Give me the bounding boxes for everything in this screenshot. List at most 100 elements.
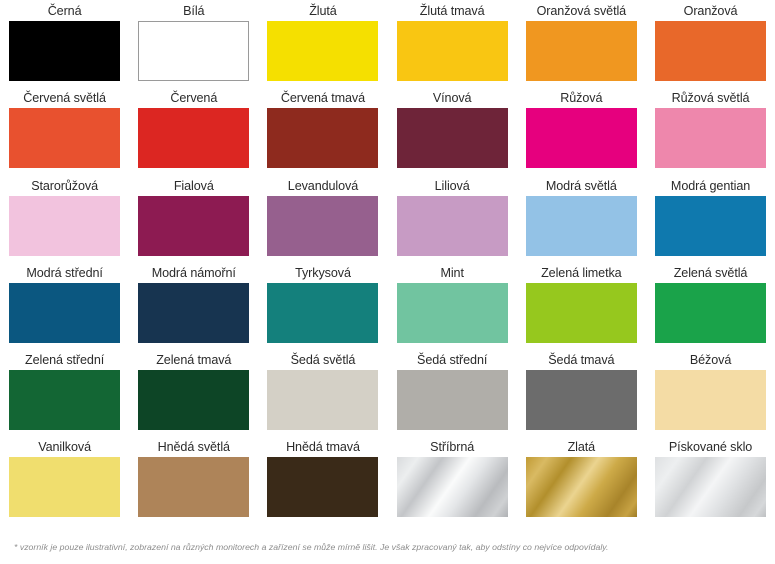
swatch-label: Žlutá tmavá xyxy=(419,4,485,18)
swatch-cell[interactable]: Liliová xyxy=(388,179,517,266)
swatch-cell[interactable]: Žlutá tmavá xyxy=(388,4,517,91)
swatch-cell[interactable]: Stříbrná xyxy=(388,440,517,527)
swatch-cell[interactable]: Hnědá světlá xyxy=(129,440,258,527)
swatch-label: Zelená tmavá xyxy=(156,353,232,368)
swatch-label: Růžová xyxy=(560,91,603,106)
swatch-label: Hnědá světlá xyxy=(157,440,230,455)
swatch-chip[interactable] xyxy=(267,282,379,343)
swatch-chip[interactable] xyxy=(525,282,637,343)
swatch-cell[interactable]: Zelená tmavá xyxy=(129,353,258,440)
swatch-chip[interactable] xyxy=(525,370,637,431)
swatch-chip[interactable] xyxy=(396,108,508,169)
swatch-chip[interactable] xyxy=(655,370,767,431)
swatch-label: Vínová xyxy=(432,91,472,106)
swatch-chip[interactable] xyxy=(655,457,767,518)
swatch-cell[interactable]: Tyrkysová xyxy=(258,266,387,353)
swatch-cell[interactable]: Modrá námořní xyxy=(129,266,258,353)
swatch-label: Modrá světlá xyxy=(545,178,617,193)
swatch-cell[interactable]: Zlatá xyxy=(517,440,646,527)
swatch-cell[interactable]: Zelená střední xyxy=(0,353,129,440)
swatch-label: Červená tmavá xyxy=(280,91,366,106)
swatch-cell[interactable]: Vanilková xyxy=(0,440,129,527)
swatch-label: Modrá střední xyxy=(26,265,103,280)
swatch-chip[interactable] xyxy=(138,195,250,256)
swatch-chip[interactable] xyxy=(138,108,250,169)
swatch-label: Šedá světlá xyxy=(290,353,356,368)
swatch-cell[interactable]: Červená světlá xyxy=(0,91,129,178)
swatch-cell[interactable]: Žlutá xyxy=(258,4,387,91)
swatch-cell[interactable]: Šedá tmavá xyxy=(517,353,646,440)
swatch-chip[interactable] xyxy=(525,108,637,169)
swatch-label: Starorůžová xyxy=(31,178,98,193)
swatch-label: Mint xyxy=(440,265,464,280)
swatch-cell[interactable]: Pískované sklo xyxy=(646,440,775,527)
swatch-chip[interactable] xyxy=(396,21,508,81)
swatch-cell[interactable]: Starorůžová xyxy=(0,179,129,266)
swatch-cell[interactable]: Růžová xyxy=(517,91,646,178)
swatch-label: Oranžová světlá xyxy=(536,4,627,18)
swatch-cell[interactable]: Levandulová xyxy=(258,179,387,266)
swatch-cell[interactable]: Oranžová xyxy=(646,4,775,91)
swatch-chip[interactable] xyxy=(267,457,379,518)
swatch-cell[interactable]: Modrá gentian xyxy=(646,179,775,266)
swatch-chip[interactable] xyxy=(396,195,508,256)
swatch-cell[interactable]: Vínová xyxy=(388,91,517,178)
swatch-chip[interactable] xyxy=(655,195,767,256)
swatch-chip[interactable] xyxy=(138,282,250,343)
swatch-chip[interactable] xyxy=(267,108,379,169)
swatch-chip[interactable] xyxy=(396,282,508,343)
swatch-cell[interactable]: Zelená světlá xyxy=(646,266,775,353)
swatch-chip[interactable] xyxy=(267,21,379,81)
swatch-label: Růžová světlá xyxy=(671,91,750,106)
swatch-cell[interactable]: Bílá xyxy=(129,4,258,91)
swatch-cell[interactable]: Šedá střední xyxy=(388,353,517,440)
swatch-chip[interactable] xyxy=(9,195,121,256)
swatch-chip[interactable] xyxy=(9,370,121,431)
swatch-label: Stříbrná xyxy=(430,440,475,455)
swatch-label: Liliová xyxy=(434,178,470,193)
swatch-chip[interactable] xyxy=(525,195,637,256)
swatch-cell[interactable]: Zelená limetka xyxy=(517,266,646,353)
swatch-cell[interactable]: Modrá střední xyxy=(0,266,129,353)
swatch-chip[interactable] xyxy=(138,21,250,81)
swatch-chip[interactable] xyxy=(9,108,121,169)
swatch-chip[interactable] xyxy=(525,457,637,518)
swatch-cell[interactable]: Růžová světlá xyxy=(646,91,775,178)
swatch-cell[interactable]: Černá xyxy=(0,4,129,91)
swatch-chip[interactable] xyxy=(525,21,637,81)
swatch-chip[interactable] xyxy=(655,282,767,343)
swatch-chip[interactable] xyxy=(655,21,767,81)
swatch-cell[interactable]: Červená xyxy=(129,91,258,178)
swatch-chip[interactable] xyxy=(267,370,379,431)
swatch-label: Pískované sklo xyxy=(668,440,753,455)
swatch-cell[interactable]: Oranžová světlá xyxy=(517,4,646,91)
swatch-label: Černá xyxy=(47,4,82,18)
swatch-label: Červená xyxy=(170,91,218,106)
swatch-cell[interactable]: Červená tmavá xyxy=(258,91,387,178)
swatch-cell[interactable]: Šedá světlá xyxy=(258,353,387,440)
swatch-label: Fialová xyxy=(173,178,214,193)
swatch-label: Zelená střední xyxy=(25,353,105,368)
swatch-cell[interactable]: Hnědá tmavá xyxy=(258,440,387,527)
swatch-chip[interactable] xyxy=(655,108,767,169)
swatch-chip[interactable] xyxy=(396,457,508,518)
swatch-chip[interactable] xyxy=(9,457,121,518)
swatch-cell[interactable]: Fialová xyxy=(129,179,258,266)
swatch-label: Šedá tmavá xyxy=(548,353,615,368)
swatch-label: Žlutá xyxy=(309,4,337,18)
swatch-label: Vanilková xyxy=(38,440,91,455)
swatch-chip[interactable] xyxy=(396,370,508,431)
swatch-cell[interactable]: Béžová xyxy=(646,353,775,440)
swatch-label: Béžová xyxy=(689,353,732,368)
swatch-chip[interactable] xyxy=(267,195,379,256)
swatch-chip[interactable] xyxy=(138,457,250,518)
footnote-disclaimer: * vzorník je pouze ilustrativní, zobraze… xyxy=(14,542,609,552)
swatch-chip[interactable] xyxy=(138,370,250,431)
swatch-label: Oranžová xyxy=(683,4,738,18)
swatch-label: Zlatá xyxy=(567,440,596,455)
swatch-chip[interactable] xyxy=(9,282,121,343)
swatch-cell[interactable]: Mint xyxy=(388,266,517,353)
swatch-chip[interactable] xyxy=(9,21,121,81)
swatch-cell[interactable]: Modrá světlá xyxy=(517,179,646,266)
